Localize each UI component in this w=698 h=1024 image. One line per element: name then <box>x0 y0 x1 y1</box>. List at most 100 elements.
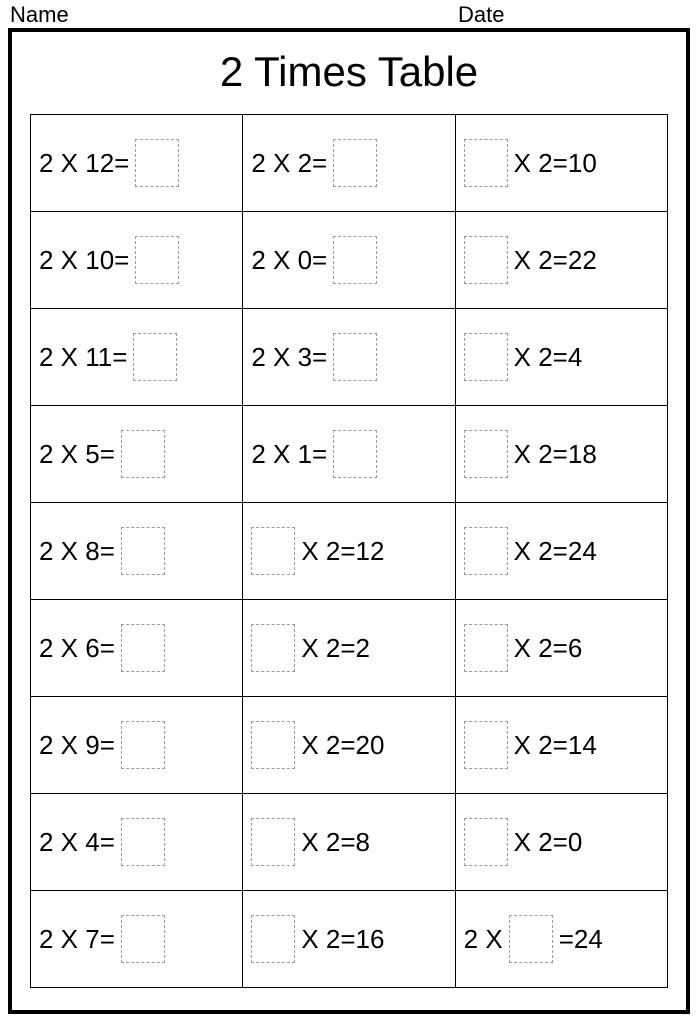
answer-blank[interactable] <box>464 333 508 381</box>
worksheet-page: Name Date 2 Times Table 2 X 12=2 X 2=X 2… <box>0 0 698 1024</box>
problem-cell: X 2=10 <box>455 115 667 212</box>
answer-blank[interactable] <box>464 624 508 672</box>
problem-cell: 2 X =24 <box>455 891 667 988</box>
problem-content: 2 X 6= <box>39 624 234 672</box>
problem-text-post: =24 <box>559 924 603 955</box>
problem-content: X 2=18 <box>464 430 659 478</box>
answer-blank[interactable] <box>251 527 295 575</box>
problem-content: X 2=0 <box>464 818 659 866</box>
problem-text-post: X 2=8 <box>301 827 370 858</box>
problem-cell: 2 X 8= <box>31 503 243 600</box>
problem-text-post: X 2=14 <box>514 730 597 761</box>
problem-text-pre: 2 X 2= <box>251 148 327 179</box>
answer-blank[interactable] <box>464 721 508 769</box>
problem-cell: 2 X 4= <box>31 794 243 891</box>
problem-content: X 2=6 <box>464 624 659 672</box>
problem-cell: X 2=24 <box>455 503 667 600</box>
answer-blank[interactable] <box>464 527 508 575</box>
problem-content: 2 X 9= <box>39 721 234 769</box>
table-row: 2 X 6= X 2=2 X 2=6 <box>31 600 668 697</box>
problem-cell: X 2=20 <box>243 697 455 794</box>
answer-blank[interactable] <box>135 139 179 187</box>
table-row: 2 X 11= 2 X 3= X 2=4 <box>31 309 668 406</box>
header-labels: Name Date <box>0 0 698 28</box>
table-row: 2 X 8= X 2=12 X 2=24 <box>31 503 668 600</box>
answer-blank[interactable] <box>121 527 165 575</box>
answer-blank[interactable] <box>509 915 553 963</box>
problem-content: X 2=22 <box>464 236 659 284</box>
problem-text-pre: 2 X 4= <box>39 827 115 858</box>
answer-blank[interactable] <box>121 721 165 769</box>
problem-cell: X 2=6 <box>455 600 667 697</box>
problem-text-pre: 2 X 5= <box>39 439 115 470</box>
problem-content: X 2=4 <box>464 333 659 381</box>
answer-blank[interactable] <box>464 430 508 478</box>
problem-text-post: X 2=22 <box>514 245 597 276</box>
answer-blank[interactable] <box>121 915 165 963</box>
problem-cell: 2 X 7= <box>31 891 243 988</box>
problem-content: X 2=8 <box>251 818 446 866</box>
problem-text-pre: 2 X 0= <box>251 245 327 276</box>
problem-cell: 2 X 0= <box>243 212 455 309</box>
problem-content: 2 X 0= <box>251 236 446 284</box>
problem-content: 2 X 11= <box>39 333 234 381</box>
problem-cell: 2 X 2= <box>243 115 455 212</box>
problem-content: X 2=20 <box>251 721 446 769</box>
problem-text-pre: 2 X 10= <box>39 245 129 276</box>
problem-cell: X 2=2 <box>243 600 455 697</box>
problem-content: 2 X 3= <box>251 333 446 381</box>
table-row: 2 X 7= X 2=16 2 X =24 <box>31 891 668 988</box>
problem-cell: X 2=8 <box>243 794 455 891</box>
table-row: 2 X 4= X 2=8 X 2=0 <box>31 794 668 891</box>
problem-cell: X 2=12 <box>243 503 455 600</box>
problem-cell: X 2=0 <box>455 794 667 891</box>
problem-content: 2 X 8= <box>39 527 234 575</box>
answer-blank[interactable] <box>333 333 377 381</box>
problem-text-pre: 2 X 6= <box>39 633 115 664</box>
problem-text-pre: 2 X 1= <box>251 439 327 470</box>
problem-cell: X 2=22 <box>455 212 667 309</box>
answer-blank[interactable] <box>464 139 508 187</box>
problem-cell: X 2=16 <box>243 891 455 988</box>
problem-content: 2 X 2= <box>251 139 446 187</box>
problem-text-post: X 2=10 <box>514 148 597 179</box>
answer-blank[interactable] <box>121 818 165 866</box>
problem-text-pre: 2 X 11= <box>39 342 127 373</box>
problem-content: X 2=12 <box>251 527 446 575</box>
answer-blank[interactable] <box>121 624 165 672</box>
problem-cell: X 2=14 <box>455 697 667 794</box>
answer-blank[interactable] <box>135 236 179 284</box>
problem-cell: 2 X 5= <box>31 406 243 503</box>
problems-table: 2 X 12= 2 X 2= X 2=10 2 X 10= 2 X 0= X 2=22 2 … <box>30 114 668 988</box>
answer-blank[interactable] <box>251 915 295 963</box>
problem-cell: 2 X 12= <box>31 115 243 212</box>
answer-blank[interactable] <box>333 430 377 478</box>
answer-blank[interactable] <box>333 236 377 284</box>
problem-text-post: X 2=18 <box>514 439 597 470</box>
answer-blank[interactable] <box>121 430 165 478</box>
table-row: 2 X 9= X 2=20 X 2=14 <box>31 697 668 794</box>
problem-text-post: X 2=12 <box>301 536 384 567</box>
problem-content: X 2=14 <box>464 721 659 769</box>
problem-text-pre: 2 X 12= <box>39 148 129 179</box>
answer-blank[interactable] <box>464 818 508 866</box>
problem-content: 2 X 1= <box>251 430 446 478</box>
problem-text-post: X 2=4 <box>514 342 583 373</box>
answer-blank[interactable] <box>251 818 295 866</box>
answer-blank[interactable] <box>133 333 177 381</box>
problem-content: 2 X 10= <box>39 236 234 284</box>
problem-cell: 2 X 1= <box>243 406 455 503</box>
problem-content: X 2=10 <box>464 139 659 187</box>
problem-text-post: X 2=0 <box>514 827 583 858</box>
problem-text-post: X 2=16 <box>301 924 384 955</box>
problem-content: 2 X 12= <box>39 139 234 187</box>
problem-cell: X 2=4 <box>455 309 667 406</box>
problem-text-post: X 2=6 <box>514 633 583 664</box>
answer-blank[interactable] <box>464 236 508 284</box>
problem-cell: 2 X 6= <box>31 600 243 697</box>
answer-blank[interactable] <box>333 139 377 187</box>
problem-content: 2 X 4= <box>39 818 234 866</box>
answer-blank[interactable] <box>251 624 295 672</box>
answer-blank[interactable] <box>251 721 295 769</box>
problem-content: X 2=16 <box>251 915 446 963</box>
